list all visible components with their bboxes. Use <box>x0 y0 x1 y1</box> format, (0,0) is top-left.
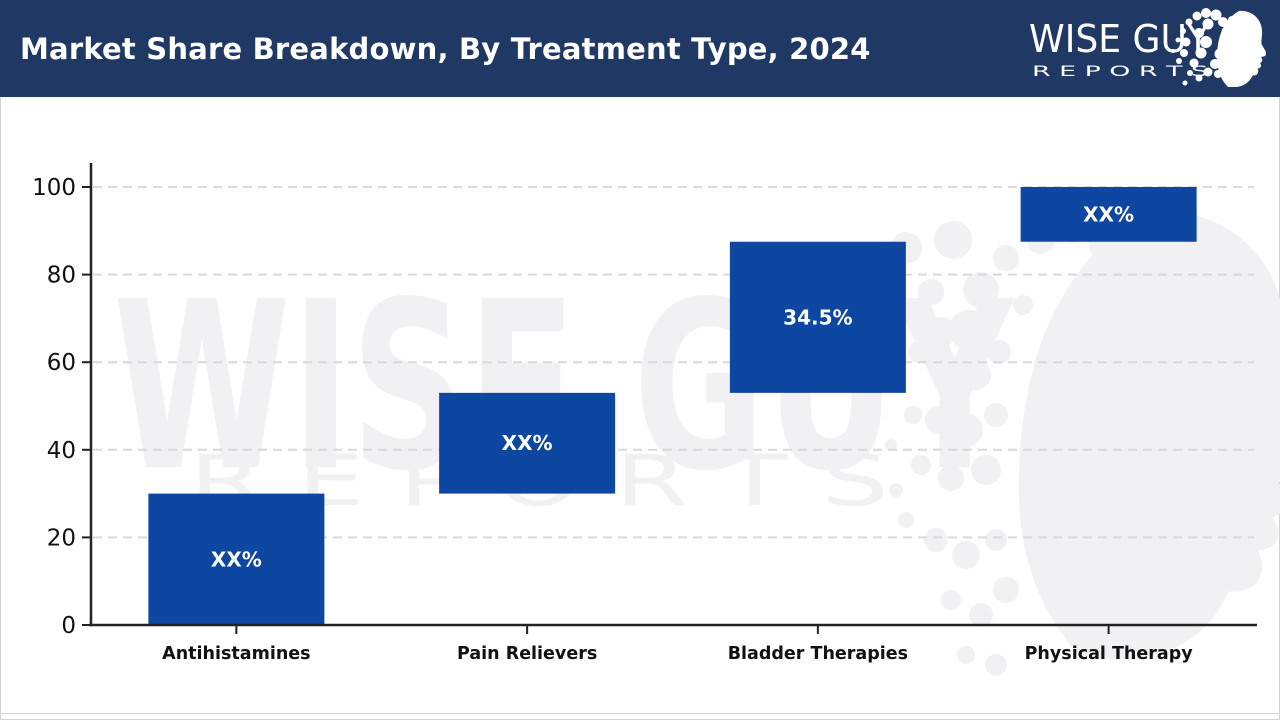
y-tick-label: 40 <box>47 438 76 464</box>
x-tick-label: Antihistamines <box>162 644 310 664</box>
wise-guy-logo: WISE GUY R E P O R T S <box>1029 7 1266 87</box>
y-tick-label: 80 <box>47 263 76 289</box>
bar <box>148 493 325 625</box>
x-tick-label: Pain Relievers <box>457 644 597 664</box>
bar <box>729 241 906 393</box>
header-bar: Market Share Breakdown, By Treatment Typ… <box>0 0 1280 97</box>
y-tick-label: 60 <box>47 350 76 376</box>
bar-value-label: XX% <box>502 431 553 455</box>
logo-head-icon <box>1171 7 1266 87</box>
bar-value-label: XX% <box>211 547 262 571</box>
bar <box>1020 187 1197 242</box>
y-tick-label: 0 <box>61 613 76 639</box>
y-tick-label: 100 <box>32 175 76 201</box>
x-tick-label: Physical Therapy <box>1025 644 1194 664</box>
bar-value-label: 34.5% <box>783 305 852 329</box>
logo-text-reports: R E P O R T S <box>1032 64 1208 80</box>
bottom-hairline <box>1 713 1279 714</box>
chart-canvas: WISE GUY R E P O R T S <box>0 97 1280 720</box>
y-tick-label: 20 <box>47 525 76 551</box>
x-tick-label: Bladder Therapies <box>728 644 908 664</box>
page-title: Market Share Breakdown, By Treatment Typ… <box>20 31 871 66</box>
bar-value-label: XX% <box>1083 202 1134 226</box>
logo-wordmark: WISE GUY R E P O R T S <box>1029 17 1210 80</box>
bar-chart: XX% Antihistamines XX% Pain Relievers 34.5% B… <box>32 163 1257 664</box>
bar <box>439 392 616 494</box>
